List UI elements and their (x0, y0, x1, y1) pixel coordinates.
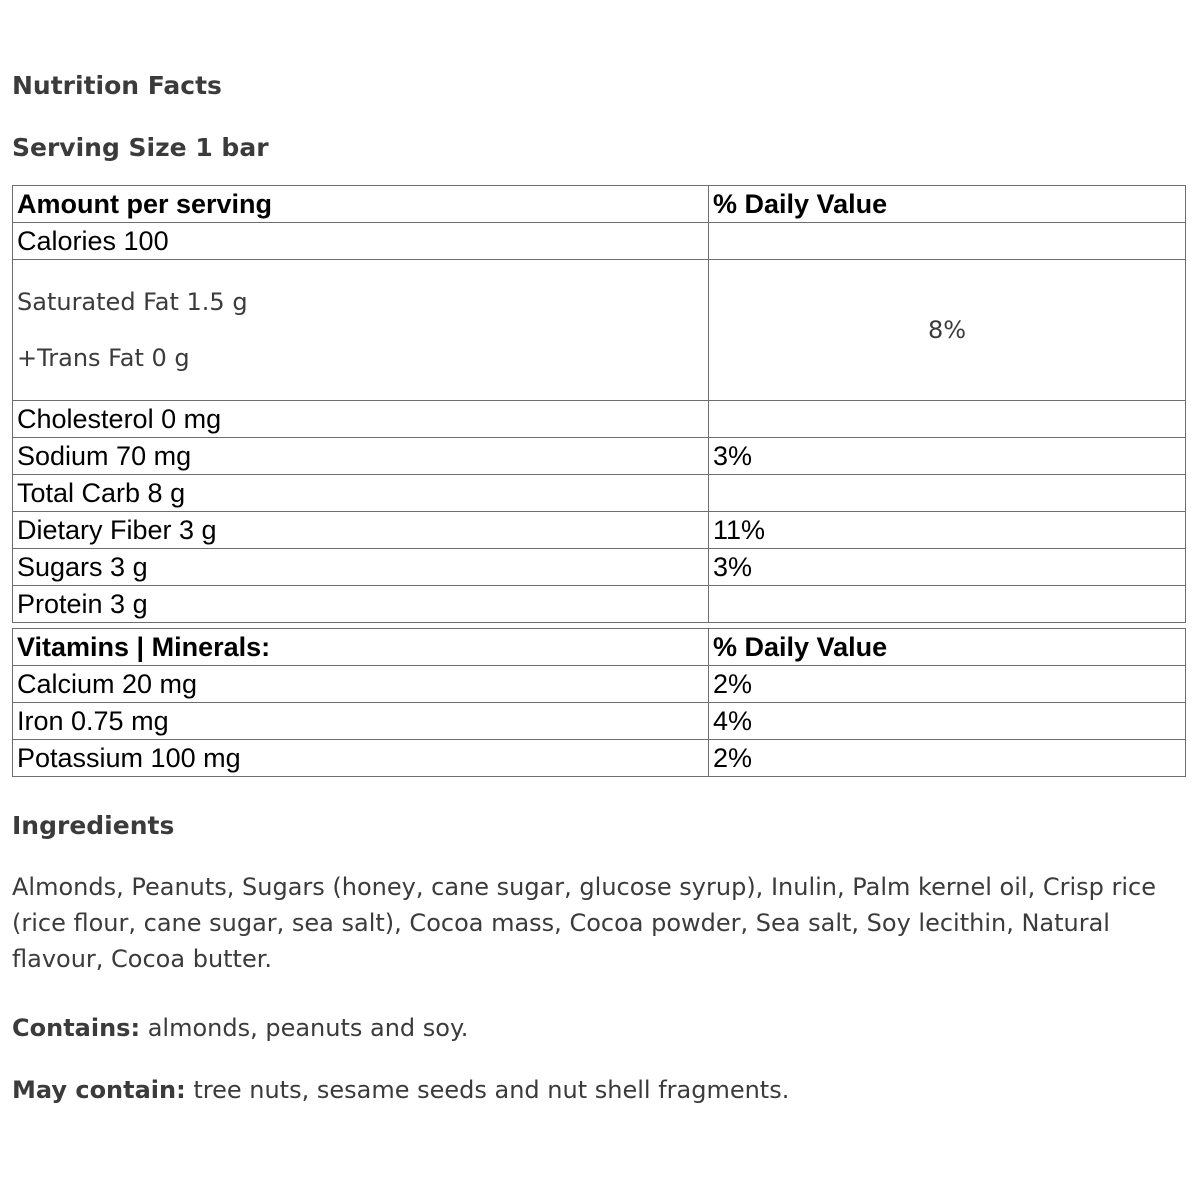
vitamins-daily-value-header: % Daily Value (708, 628, 1186, 666)
daily-value-cell (708, 400, 1186, 438)
table-row-dietary-fiber: Dietary Fiber 3 g 11% (12, 511, 1186, 549)
may-contain-line: May contain: tree nuts, sesame seeds and… (12, 1072, 1185, 1108)
vitamins-header-row: Vitamins | Minerals: % Daily Value (12, 628, 1186, 666)
daily-value-cell (708, 474, 1186, 512)
nutrient-cell: Protein 3 g (12, 585, 709, 623)
daily-value-cell: 3% (708, 548, 1186, 586)
nutrient-cell: Calcium 20 mg (12, 665, 709, 703)
nutrient-cell: Potassium 100 mg (12, 739, 709, 777)
nutrition-table: Amount per serving % Daily Value Calorie… (12, 185, 1186, 623)
daily-value-cell: 3% (708, 437, 1186, 475)
page-title: Nutrition Facts (12, 71, 222, 100)
contains-text: almonds, peanuts and soy. (140, 1014, 469, 1042)
table-row-potassium: Potassium 100 mg 2% (12, 739, 1186, 777)
table-row-iron: Iron 0.75 mg 4% (12, 702, 1186, 740)
daily-value-cell (708, 585, 1186, 623)
table-row-calories: Calories 100 (12, 222, 1186, 260)
daily-value-header: % Daily Value (708, 185, 1186, 223)
nutrient-cell: Sodium 70 mg (12, 437, 709, 475)
table-row-cholesterol: Cholesterol 0 mg (12, 400, 1186, 438)
table-row-calcium: Calcium 20 mg 2% (12, 665, 1186, 703)
saturated-fat-dv: 8% (927, 316, 967, 344)
table-row-sodium: Sodium 70 mg 3% (12, 437, 1186, 475)
table-row-protein: Protein 3 g (12, 585, 1186, 623)
table-row-saturated-fat: Saturated Fat 1.5 g +Trans Fat 0 g 8% (12, 259, 1186, 401)
nutrient-cell: Sugars 3 g (12, 548, 709, 586)
ingredients-heading: Ingredients (12, 811, 175, 840)
nutrient-cell: Calories 100 (12, 222, 709, 260)
may-contain-label: May contain: (12, 1076, 186, 1104)
nutrition-facts-page: Nutrition Facts Serving Size 1 bar Amoun… (12, 71, 1186, 1108)
daily-value-cell: 2% (708, 665, 1186, 703)
amount-per-serving-header: Amount per serving (12, 185, 709, 223)
table-row-total-carb: Total Carb 8 g (12, 474, 1186, 512)
nutrient-cell: Cholesterol 0 mg (12, 400, 709, 438)
nutrient-cell: Iron 0.75 mg (12, 702, 709, 740)
serving-size: Serving Size 1 bar (12, 133, 269, 162)
table-row-sugars: Sugars 3 g 3% (12, 548, 1186, 586)
trans-fat-line: +Trans Fat 0 g (17, 344, 190, 372)
contains-label: Contains: (12, 1014, 141, 1042)
nutrient-cell: Total Carb 8 g (12, 474, 709, 512)
contains-line: Contains: almonds, peanuts and soy. (12, 1010, 1185, 1046)
nutrient-cell: Dietary Fiber 3 g (12, 511, 709, 549)
may-contain-text: tree nuts, sesame seeds and nut shell fr… (185, 1076, 790, 1104)
vitamins-minerals-table: Vitamins | Minerals: % Daily Value Calci… (12, 628, 1186, 777)
nutrition-table-header-row: Amount per serving % Daily Value (12, 185, 1186, 223)
daily-value-cell: 2% (708, 739, 1186, 777)
daily-value-cell: 8% (708, 259, 1186, 401)
nutrient-cell: Saturated Fat 1.5 g +Trans Fat 0 g (12, 259, 709, 401)
daily-value-cell: 4% (708, 702, 1186, 740)
daily-value-cell (708, 222, 1186, 260)
ingredients-text: Almonds, Peanuts, Sugars (honey, cane su… (12, 873, 1156, 973)
daily-value-cell: 11% (708, 511, 1186, 549)
vitamins-minerals-header: Vitamins | Minerals: (12, 628, 709, 666)
saturated-fat-line: Saturated Fat 1.5 g (17, 288, 248, 316)
